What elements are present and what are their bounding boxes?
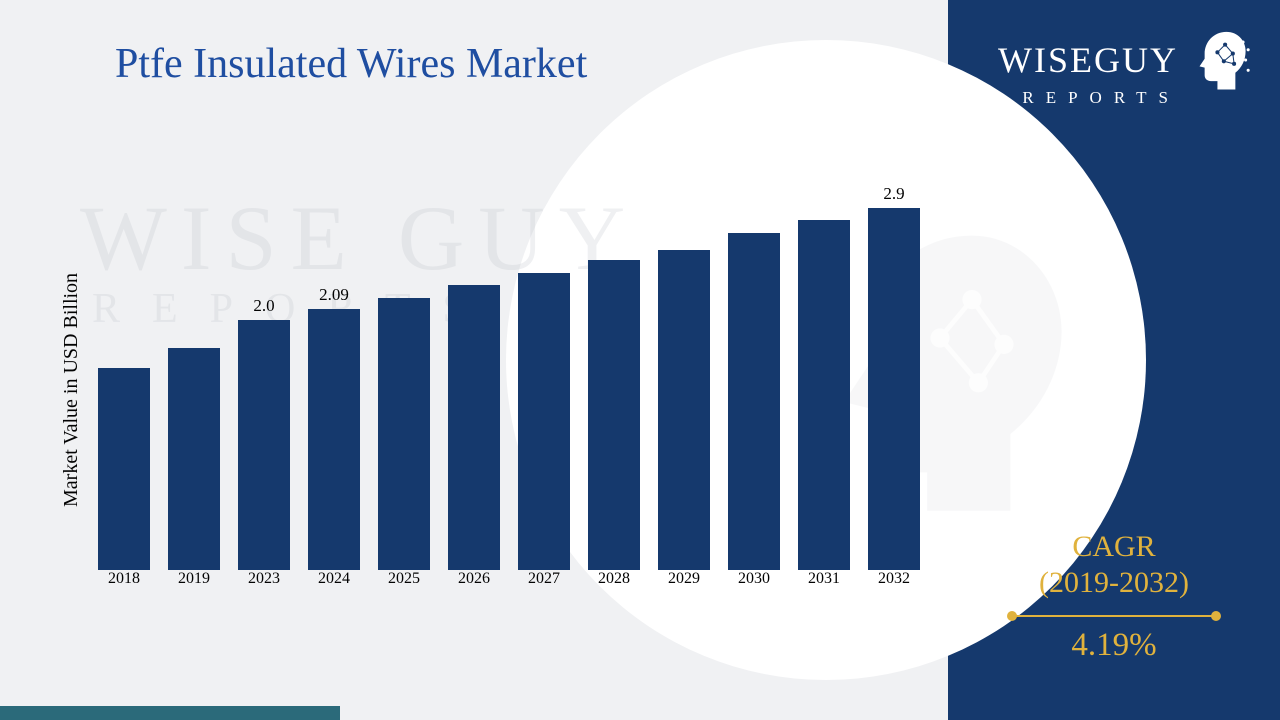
bar-value-label: 2.0 xyxy=(253,296,274,316)
y-axis-label: Market Value in USD Billion xyxy=(60,210,86,570)
cagr-label: CAGR (2019-2032) xyxy=(984,529,1244,601)
logo-main-text: WISEGUY xyxy=(998,39,1178,81)
x-tick-label: 2032 xyxy=(868,570,920,600)
x-tick-label: 2029 xyxy=(658,570,710,600)
x-tick-label: 2026 xyxy=(448,570,500,600)
bar-wrap xyxy=(168,170,220,570)
x-tick-label: 2019 xyxy=(168,570,220,600)
x-tick-label: 2028 xyxy=(588,570,640,600)
x-tick-label: 2030 xyxy=(728,570,780,600)
bar-wrap xyxy=(798,170,850,570)
bar xyxy=(378,298,430,571)
cagr-value: 4.19% xyxy=(984,627,1244,664)
ai-head-logo-icon xyxy=(1188,28,1252,92)
bar xyxy=(588,260,640,570)
bar xyxy=(98,368,150,571)
cagr-range-text: (2019-2032) xyxy=(1039,566,1189,599)
page-root: WISE GUYREPORTS Ptfe Insulated Wires Mar… xyxy=(0,0,1280,720)
bar xyxy=(518,273,570,571)
bar xyxy=(658,250,710,570)
bottom-accent-bar xyxy=(0,706,340,720)
x-axis-ticks: 2018 2019 2023 2024 2025 2026 2027 2028 2029 2030… xyxy=(98,570,920,600)
logo-sub-text: REPORTS xyxy=(998,88,1180,108)
bar-wrap: 2.9 xyxy=(868,170,920,570)
cagr-separator-icon xyxy=(1012,615,1216,617)
x-tick-label: 2027 xyxy=(518,570,570,600)
bar xyxy=(448,285,500,570)
bar-chart: Market Value in USD Billion 2.0 2.09 2.9 2… xyxy=(60,150,920,600)
bar xyxy=(168,348,220,571)
bar-wrap xyxy=(378,170,430,570)
bar-wrap xyxy=(448,170,500,570)
bar-wrap xyxy=(518,170,570,570)
bar xyxy=(238,320,290,570)
bar xyxy=(868,208,920,571)
bar xyxy=(728,233,780,571)
bar-wrap xyxy=(588,170,640,570)
x-tick-label: 2025 xyxy=(378,570,430,600)
bar-wrap: 2.0 xyxy=(238,170,290,570)
bar-wrap xyxy=(98,170,150,570)
x-tick-label: 2024 xyxy=(308,570,360,600)
bar-wrap xyxy=(658,170,710,570)
brand-logo: WISEGUY REPORTS xyxy=(998,28,1252,108)
cagr-block: CAGR (2019-2032) 4.19% xyxy=(984,529,1244,664)
x-tick-label: 2031 xyxy=(798,570,850,600)
bar-wrap xyxy=(728,170,780,570)
bar xyxy=(308,309,360,570)
bar-value-label: 2.09 xyxy=(319,285,349,305)
cagr-label-text: CAGR xyxy=(1072,530,1155,563)
bar-wrap: 2.09 xyxy=(308,170,360,570)
bar xyxy=(798,220,850,570)
x-tick-label: 2023 xyxy=(238,570,290,600)
plot-area: 2.0 2.09 2.9 xyxy=(98,170,920,570)
bar-value-label: 2.9 xyxy=(883,184,904,204)
x-tick-label: 2018 xyxy=(98,570,150,600)
chart-title: Ptfe Insulated Wires Market xyxy=(115,40,587,88)
bars-container: 2.0 2.09 2.9 xyxy=(98,170,920,570)
